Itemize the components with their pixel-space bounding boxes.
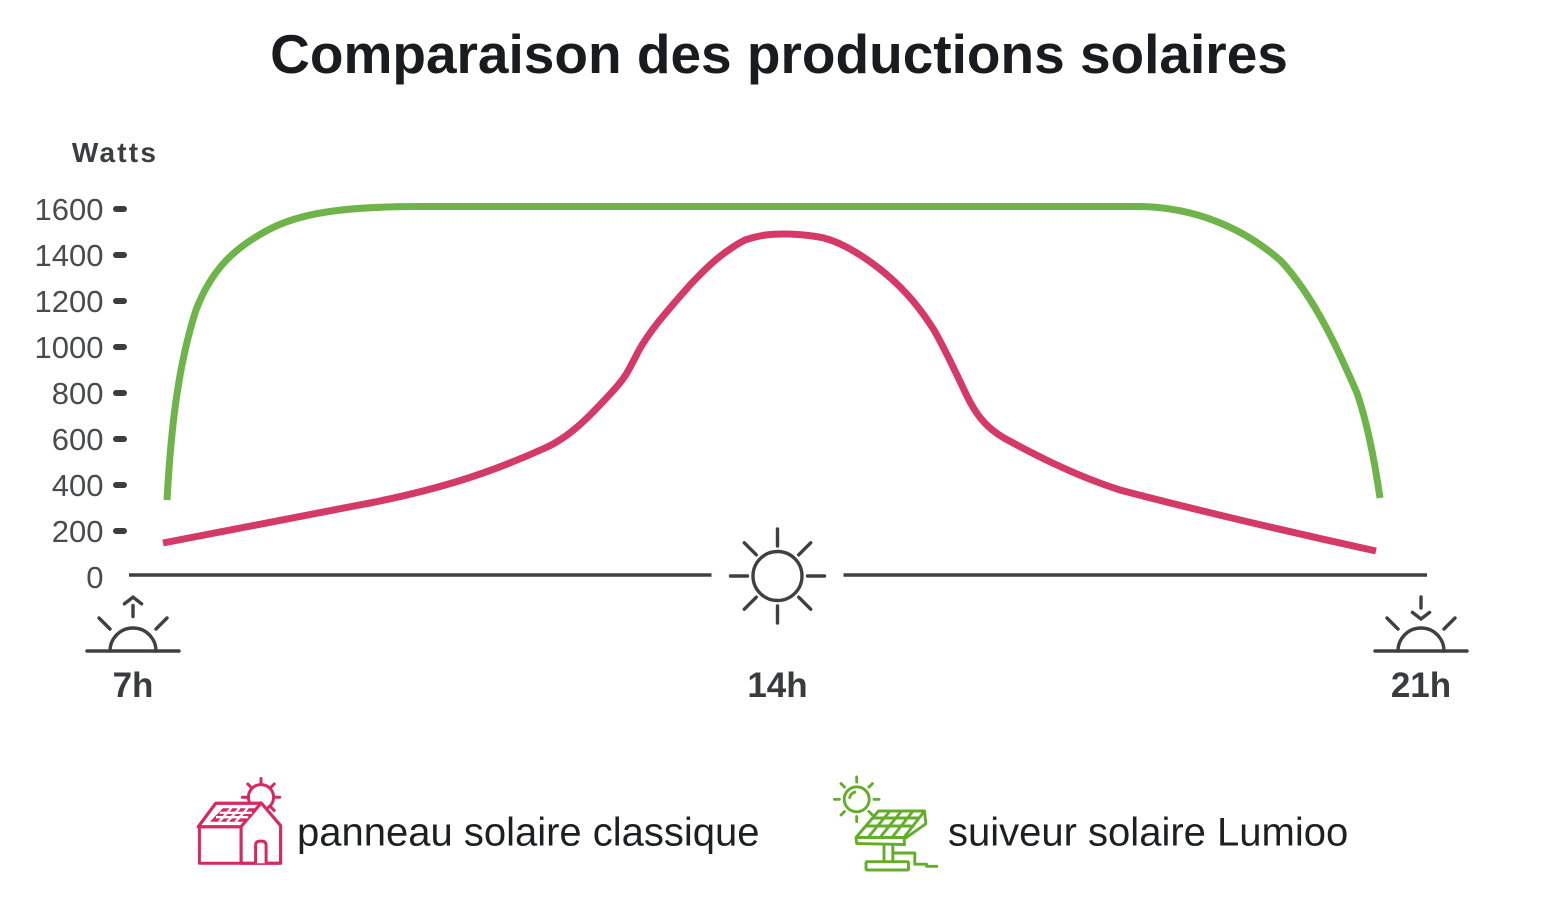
- svg-text:Watts: Watts: [72, 137, 158, 168]
- svg-text:Comparaison des productions so: Comparaison des productions solaires: [270, 23, 1288, 85]
- svg-text:600: 600: [52, 422, 104, 457]
- svg-text:1600: 1600: [35, 192, 104, 227]
- svg-text:14h: 14h: [747, 666, 807, 705]
- svg-text:0: 0: [86, 560, 103, 595]
- svg-text:1000: 1000: [35, 330, 104, 365]
- svg-text:1400: 1400: [35, 238, 104, 273]
- svg-text:suiveur solaire Lumioo: suiveur solaire Lumioo: [948, 811, 1348, 855]
- svg-text:400: 400: [52, 468, 104, 503]
- svg-text:200: 200: [52, 514, 104, 549]
- svg-text:800: 800: [52, 376, 104, 411]
- svg-text:1200: 1200: [35, 284, 104, 319]
- svg-text:panneau solaire classique: panneau solaire classique: [297, 811, 760, 855]
- svg-text:21h: 21h: [1391, 666, 1451, 705]
- svg-text:7h: 7h: [113, 666, 154, 705]
